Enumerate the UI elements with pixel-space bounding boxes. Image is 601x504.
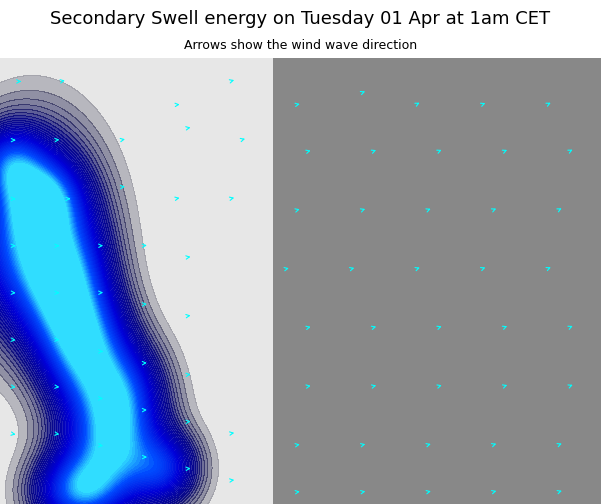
- Text: Secondary Swell energy on Tuesday 01 Apr at 1am CET: Secondary Swell energy on Tuesday 01 Apr…: [50, 10, 551, 28]
- Text: Arrows show the wind wave direction: Arrows show the wind wave direction: [184, 39, 417, 52]
- Bar: [273, 58, 601, 504]
